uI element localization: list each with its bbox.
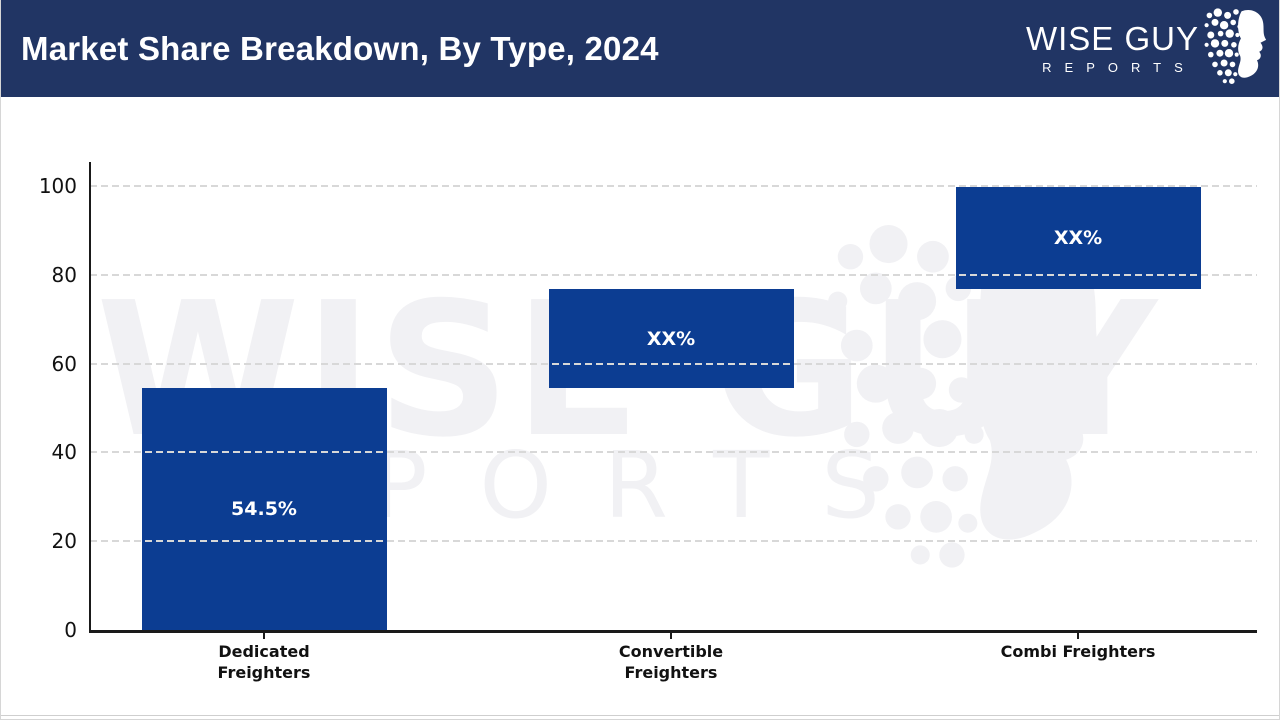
x-axis-category-label: Combi Freighters — [1000, 642, 1156, 661]
y-axis-line — [89, 162, 91, 632]
y-axis-tick-label: 100 — [38, 174, 77, 198]
page-title: Market Share Breakdown, By Type, 2024 — [21, 29, 659, 67]
gridline-y40 — [90, 451, 1257, 454]
x-axis-tick — [1077, 632, 1079, 639]
y-axis-tick-label: 0 — [64, 618, 77, 642]
x-axis-category-label: Dedicated Freighters — [217, 642, 311, 682]
bar-value-label: XX% — [646, 327, 696, 350]
bottom-divider — [1, 715, 1279, 716]
gridline-y60 — [90, 362, 1257, 365]
y-axis-tick-label: 80 — [51, 262, 77, 287]
x-axis-category-label: Convertible Freighters — [618, 642, 724, 682]
x-axis-tick — [670, 632, 672, 639]
bar-segment — [141, 388, 387, 630]
gridline-y80 — [90, 273, 1257, 276]
y-axis-tick-label: 40 — [51, 440, 77, 465]
x-axis-line — [89, 630, 1257, 633]
bar-value-label: 54.5% — [231, 498, 297, 520]
x-axis-tick — [263, 632, 265, 639]
gridline-y100 — [90, 185, 1257, 187]
header-bar: Market Share Breakdown, By Type, 2024 WI… — [1, 0, 1279, 97]
bar-segment — [548, 289, 794, 388]
bar-value-label: XX% — [1053, 227, 1103, 250]
y-axis-tick-label: 20 — [51, 529, 77, 554]
gridline-y20 — [90, 540, 1257, 543]
brand-name: WISE GUY — [1025, 20, 1199, 57]
brand-subname: REPORTS — [1042, 60, 1196, 75]
brand-logo-text: WISE GUY REPORTS — [1026, 22, 1199, 75]
y-axis-tick-label: 60 — [51, 351, 77, 376]
brand-logo: WISE GUY REPORTS — [1026, 0, 1271, 97]
